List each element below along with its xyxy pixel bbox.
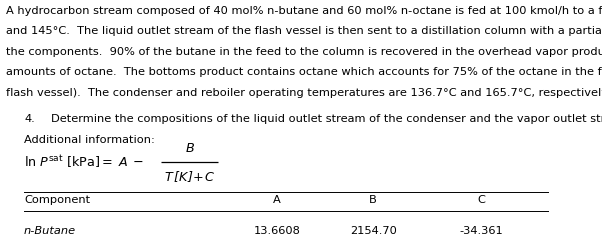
Text: A: A [273, 195, 281, 205]
Text: C: C [477, 195, 486, 205]
Text: and 145°C.  The liquid outlet stream of the flash vessel is then sent to a disti: and 145°C. The liquid outlet stream of t… [6, 26, 602, 36]
Text: Component: Component [24, 195, 90, 205]
Text: amounts of octane.  The bottoms product contains octane which accounts for 75% o: amounts of octane. The bottoms product c… [6, 67, 602, 77]
Text: Additional information:: Additional information: [24, 135, 155, 145]
Text: 2154.70: 2154.70 [350, 226, 397, 236]
Text: -34.361: -34.361 [460, 226, 503, 236]
Text: $B$: $B$ [185, 142, 194, 155]
Text: Determine the compositions of the liquid outlet stream of the condenser and the : Determine the compositions of the liquid… [51, 114, 602, 124]
Text: 4.: 4. [24, 114, 35, 124]
Text: the components.  90% of the butane in the feed to the column is recovered in the: the components. 90% of the butane in the… [6, 47, 602, 57]
Text: B: B [370, 195, 377, 205]
Text: flash vessel).  The condenser and reboiler operating temperatures are 136.7°C an: flash vessel). The condenser and reboile… [6, 88, 602, 98]
Text: A hydrocarbon stream composed of 40 mol% n-butane and 60 mol% n-octane is fed at: A hydrocarbon stream composed of 40 mol%… [6, 6, 602, 16]
Text: ln $P^{\mathregular{sat}}$ [kPa]$=\;A\;-$: ln $P^{\mathregular{sat}}$ [kPa]$=\;A\;-… [24, 153, 144, 170]
Text: $T\,$[K]$+\,C$: $T\,$[K]$+\,C$ [164, 169, 216, 184]
Text: 13.6608: 13.6608 [253, 226, 300, 236]
Text: n-Butane: n-Butane [24, 226, 76, 236]
